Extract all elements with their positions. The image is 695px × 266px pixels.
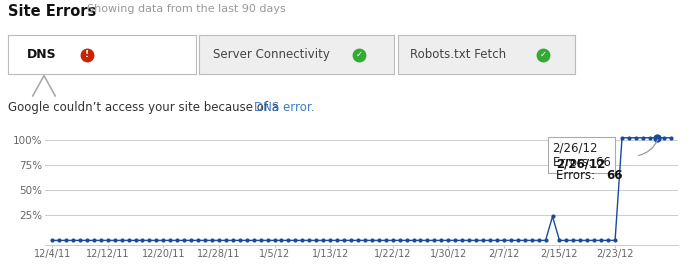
Text: 2/26/12: 2/26/12	[556, 158, 605, 171]
Text: DNS error.: DNS error.	[254, 101, 314, 114]
Text: Server Connectivity: Server Connectivity	[213, 48, 330, 61]
Text: Robots.txt Fetch: Robots.txt Fetch	[410, 48, 506, 61]
Text: !: !	[85, 50, 89, 59]
Text: 2/26/12
Errors: 66: 2/26/12 Errors: 66	[553, 141, 610, 169]
Text: DNS: DNS	[27, 48, 57, 61]
Text: 66: 66	[607, 169, 623, 182]
Text: ✓: ✓	[356, 50, 363, 59]
Text: Site Errors: Site Errors	[8, 4, 97, 19]
Text: ✓: ✓	[539, 50, 546, 59]
Text: Google couldn’t access your site because of a: Google couldn’t access your site because…	[8, 101, 283, 114]
Text: Showing data from the last 90 days: Showing data from the last 90 days	[80, 4, 286, 14]
Text: Errors:: Errors:	[556, 169, 599, 182]
